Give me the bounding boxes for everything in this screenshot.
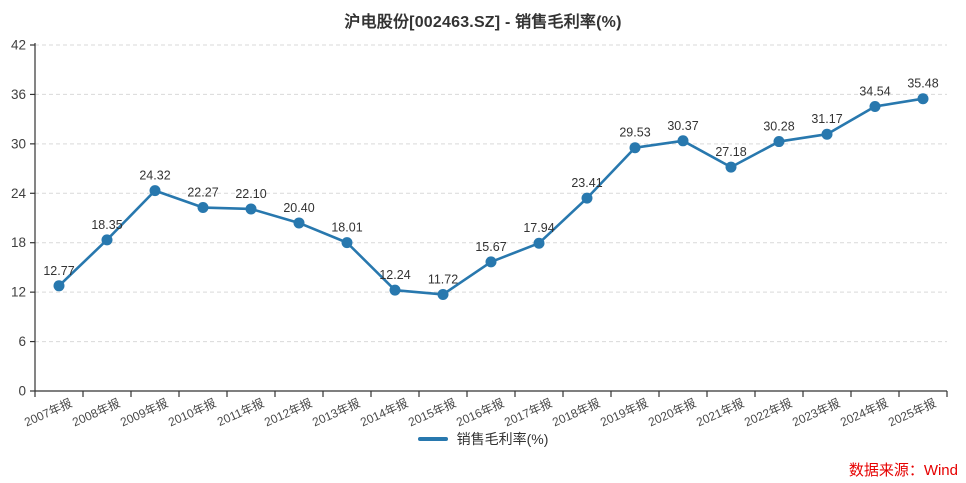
- data-point-label: 22.27: [187, 186, 218, 200]
- x-axis-label: 2016年报: [454, 395, 506, 429]
- x-axis-label: 2025年报: [886, 395, 938, 429]
- legend-label: 销售毛利率(%): [456, 431, 549, 447]
- x-axis-label: 2010年报: [166, 395, 218, 429]
- data-point-marker[interactable]: [725, 161, 737, 173]
- data-point-label: 12.24: [379, 268, 410, 282]
- legend-line-swatch: [417, 437, 448, 441]
- data-point-label: 17.94: [523, 221, 554, 235]
- x-axis-label: 2021年报: [694, 395, 746, 429]
- legend: 销售毛利率(%): [0, 429, 966, 449]
- data-point-marker[interactable]: [581, 192, 593, 204]
- data-point-marker[interactable]: [53, 280, 65, 292]
- y-axis-label: 18: [11, 235, 26, 250]
- data-point-label: 34.54: [859, 84, 890, 98]
- x-axis-label: 2015年报: [406, 395, 458, 429]
- data-point-label: 30.28: [763, 120, 794, 134]
- legend-item-gross-margin[interactable]: 销售毛利率(%): [417, 429, 549, 449]
- x-axis-label: 2017年报: [502, 395, 554, 429]
- y-axis-label: 36: [11, 87, 26, 102]
- data-point-label: 18.35: [91, 218, 122, 232]
- y-axis-label: 30: [11, 136, 26, 151]
- data-point-label: 11.72: [428, 272, 458, 286]
- data-point-marker[interactable]: [533, 237, 545, 249]
- data-point-marker[interactable]: [437, 288, 449, 300]
- data-point-marker[interactable]: [485, 256, 497, 268]
- data-point-marker[interactable]: [389, 284, 401, 296]
- data-point-marker[interactable]: [245, 203, 257, 215]
- data-point-marker[interactable]: [293, 217, 305, 229]
- line-chart: 061218243036422007年报2008年报2009年报2010年报20…: [11, 38, 948, 429]
- x-axis-label: 2008年报: [70, 395, 122, 429]
- data-point-label: 15.67: [475, 240, 506, 254]
- x-axis-label: 2014年报: [358, 395, 410, 429]
- data-point-label: 29.53: [619, 126, 650, 140]
- data-point-label: 24.32: [139, 169, 170, 183]
- data-point-marker[interactable]: [101, 234, 113, 246]
- x-axis-label: 2007年报: [22, 395, 74, 429]
- y-axis-label: 42: [11, 38, 26, 53]
- y-axis-label: 0: [18, 384, 26, 399]
- x-axis-label: 2022年报: [742, 395, 794, 429]
- data-point-marker[interactable]: [197, 202, 209, 214]
- x-axis-label: 2018年报: [550, 395, 602, 429]
- data-source-note: 数据来源：Wind: [848, 462, 958, 479]
- x-axis-label: 2024年报: [838, 395, 890, 429]
- data-point-label: 27.18: [715, 145, 746, 159]
- x-axis-label: 2011年报: [215, 395, 267, 429]
- data-point-label: 20.40: [283, 201, 314, 215]
- data-point-label: 12.77: [43, 264, 74, 278]
- data-point-label: 31.17: [811, 112, 842, 126]
- x-axis-label: 2020年报: [646, 395, 698, 429]
- y-axis-label: 12: [11, 285, 26, 300]
- data-point-label: 30.37: [667, 119, 698, 133]
- chart-title: 沪电股份[002463.SZ] - 销售毛利率(%): [344, 14, 622, 31]
- data-point-marker[interactable]: [341, 237, 353, 249]
- data-point-marker[interactable]: [629, 142, 641, 154]
- data-point-marker[interactable]: [869, 100, 881, 112]
- data-point-marker[interactable]: [773, 136, 785, 148]
- y-axis-label: 6: [18, 334, 26, 349]
- data-point-label: 18.01: [331, 221, 362, 235]
- data-point-marker[interactable]: [821, 128, 833, 140]
- data-point-label: 23.41: [571, 176, 602, 190]
- data-point-label: 22.10: [235, 187, 266, 201]
- x-axis-label: 2012年报: [262, 395, 314, 429]
- x-axis-label: 2013年报: [310, 395, 362, 429]
- x-axis-label: 2019年报: [598, 395, 650, 429]
- data-point-marker[interactable]: [917, 93, 929, 105]
- x-axis-label: 2023年报: [790, 395, 842, 429]
- data-point-marker[interactable]: [677, 135, 689, 147]
- data-point-marker[interactable]: [149, 185, 161, 197]
- data-point-label: 35.48: [907, 77, 938, 91]
- x-axis-label: 2009年报: [118, 395, 170, 429]
- y-axis-label: 24: [11, 186, 27, 201]
